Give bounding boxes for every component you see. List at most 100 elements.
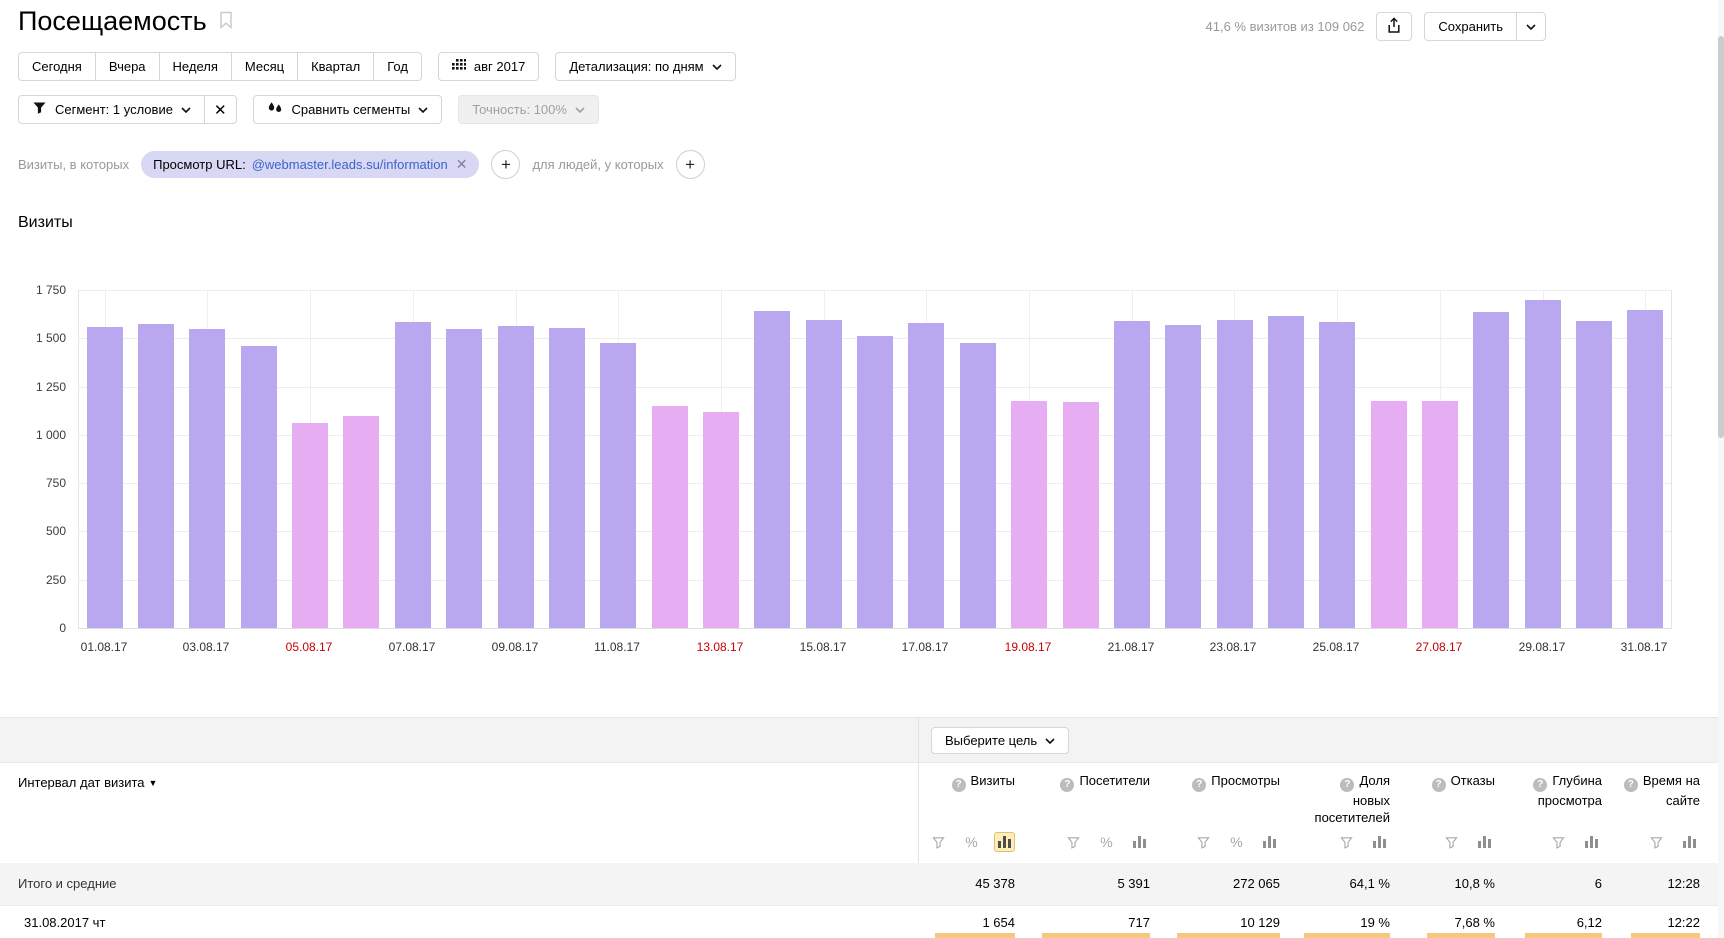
chip-url-value[interactable]: @webmaster.leads.su/information <box>251 157 448 172</box>
chip-remove-icon[interactable]: ✕ <box>455 156 468 172</box>
calendar-button[interactable]: авг 2017 <box>437 52 540 81</box>
bar-27.08.17[interactable] <box>1422 401 1459 628</box>
funnel-filter-icon[interactable] <box>1063 832 1084 852</box>
people-condition-prefix: для людей, у которых <box>532 157 664 172</box>
url-filter-chip[interactable]: Просмотр URL: @webmaster.leads.su/inform… <box>141 151 480 178</box>
page-title: Посещаемость <box>18 6 207 36</box>
column-header-bounce-rate[interactable]: ? Отказы <box>1410 772 1495 792</box>
funnel-filter-icon[interactable] <box>928 832 949 852</box>
bar-slot <box>541 290 592 628</box>
compare-segments-label: Сравнить сегменты <box>291 102 411 117</box>
bar-06.08.17[interactable] <box>343 416 380 628</box>
bar-05.08.17[interactable] <box>292 423 329 628</box>
column-header-view-depth[interactable]: ? Глубина просмотра <box>1507 772 1602 809</box>
bar-23.08.17[interactable] <box>1216 320 1253 628</box>
bar-29.08.17[interactable] <box>1524 300 1561 628</box>
export-button[interactable] <box>1376 12 1413 41</box>
column-header-new-visitors-share[interactable]: ? Доля новых посетителей <box>1314 773 1390 825</box>
bar-02.08.17[interactable] <box>138 324 175 628</box>
bar-07.08.17[interactable] <box>394 322 431 628</box>
help-question-icon[interactable]: ? <box>951 778 966 792</box>
help-question-icon[interactable]: ? <box>1060 778 1075 792</box>
bar-28.08.17[interactable] <box>1473 312 1510 628</box>
range-quarter-button[interactable]: Квартал <box>297 52 375 81</box>
column-header-pageviews[interactable]: ? Просмотры <box>1170 772 1280 792</box>
detalization-label: Детализация: по дням <box>569 59 704 74</box>
percent-filter-icon[interactable]: % <box>965 834 978 850</box>
bar-04.08.17[interactable] <box>240 346 277 628</box>
range-month-button[interactable]: Месяц <box>230 52 299 81</box>
scrollbar-track[interactable] <box>1718 0 1724 938</box>
bar-10.08.17[interactable] <box>548 328 585 628</box>
bar-21.08.17[interactable] <box>1113 321 1150 628</box>
bar-30.08.17[interactable] <box>1576 321 1613 628</box>
bar-14.08.17[interactable] <box>754 311 791 628</box>
funnel-filter-icon[interactable] <box>1336 832 1357 852</box>
segment-clear-button[interactable]: ✕ <box>203 95 237 124</box>
help-question-icon[interactable]: ? <box>1533 778 1548 792</box>
bar-26.08.17[interactable] <box>1370 401 1407 628</box>
help-question-icon[interactable]: ? <box>1340 778 1355 792</box>
save-button[interactable]: Сохранить <box>1424 12 1517 41</box>
chart-title: Визиты <box>18 214 73 231</box>
add-people-condition-button[interactable]: + <box>675 150 705 179</box>
bar-15.08.17[interactable] <box>805 320 842 628</box>
bar-slot <box>182 290 233 628</box>
range-week-button[interactable]: Неделя <box>158 52 232 81</box>
bar-03.08.17[interactable] <box>189 329 226 628</box>
save-menu-button[interactable] <box>1516 12 1546 41</box>
bar-20.08.17[interactable] <box>1062 402 1099 628</box>
bar-22.08.17[interactable] <box>1165 325 1202 628</box>
bar-31.08.17[interactable] <box>1627 310 1664 628</box>
x-tick-label: 05.08.17 <box>285 640 333 654</box>
help-question-icon[interactable]: ? <box>1623 778 1638 792</box>
column-header-visitors[interactable]: ? Посетители <box>1040 772 1150 792</box>
choose-goal-dropdown[interactable]: Выберите цель <box>931 727 1070 754</box>
help-question-icon[interactable]: ? <box>1192 778 1207 792</box>
barchart-filter-icon[interactable] <box>1581 832 1602 852</box>
bar-slot <box>1466 290 1517 628</box>
bar-12.08.17[interactable] <box>651 406 688 628</box>
bookmark-icon[interactable] <box>219 11 233 32</box>
funnel-filter-icon[interactable] <box>1441 832 1462 852</box>
barchart-filter-icon[interactable] <box>1679 832 1700 852</box>
bar-01.08.17[interactable] <box>86 327 123 628</box>
funnel-filter-icon[interactable] <box>1193 832 1214 852</box>
barchart-filter-icon[interactable] <box>1259 832 1280 852</box>
bar-18.08.17[interactable] <box>959 343 996 628</box>
percent-filter-icon[interactable]: % <box>1230 834 1243 850</box>
row-dimension-header[interactable]: Интервал дат визита ▼ <box>18 775 157 790</box>
bar-25.08.17[interactable] <box>1319 322 1356 628</box>
barchart-filter-icon[interactable] <box>1369 832 1390 852</box>
scrollbar-thumb[interactable] <box>1718 36 1724 438</box>
barchart-filter-icon[interactable] <box>1129 832 1150 852</box>
funnel-filter-icon[interactable] <box>1646 832 1667 852</box>
bar-24.08.17[interactable] <box>1267 316 1304 628</box>
bar-17.08.17[interactable] <box>908 323 945 628</box>
bar-11.08.17[interactable] <box>600 343 637 628</box>
add-visit-condition-button[interactable]: + <box>491 150 521 179</box>
column-header-time-on-site[interactable]: ? Время на сайте <box>1620 772 1700 809</box>
table-row-label[interactable]: 31.08.2017 чт <box>24 915 106 930</box>
barchart-filter-icon[interactable] <box>1474 832 1495 852</box>
precision-dropdown[interactable]: Точность: 100% <box>458 95 599 124</box>
bar-16.08.17[interactable] <box>857 336 894 628</box>
range-yesterday-button[interactable]: Вчера <box>94 52 160 81</box>
bar-13.08.17[interactable] <box>702 412 739 628</box>
segment-dropdown[interactable]: Сегмент: 1 условие <box>18 95 205 124</box>
column-header-visits[interactable]: ? Визиты <box>920 772 1015 792</box>
help-question-icon[interactable]: ? <box>1431 778 1446 792</box>
percent-filter-icon[interactable]: % <box>1100 834 1113 850</box>
range-year-button[interactable]: Год <box>373 52 422 81</box>
close-icon: ✕ <box>213 101 227 119</box>
bar-08.08.17[interactable] <box>446 329 483 628</box>
range-today-button[interactable]: Сегодня <box>18 52 96 81</box>
bar-19.08.17[interactable] <box>1011 401 1048 628</box>
detalization-dropdown[interactable]: Детализация: по дням <box>555 52 736 81</box>
funnel-filter-icon[interactable] <box>1548 832 1569 852</box>
bar-09.08.17[interactable] <box>497 326 534 628</box>
barchart-filter-icon[interactable] <box>994 832 1015 852</box>
sample-stats: 41,6 % визитов из 109 062 <box>1205 19 1365 34</box>
compare-segments-dropdown[interactable]: Сравнить сегменты <box>252 95 443 124</box>
bar-slot <box>1260 290 1311 628</box>
